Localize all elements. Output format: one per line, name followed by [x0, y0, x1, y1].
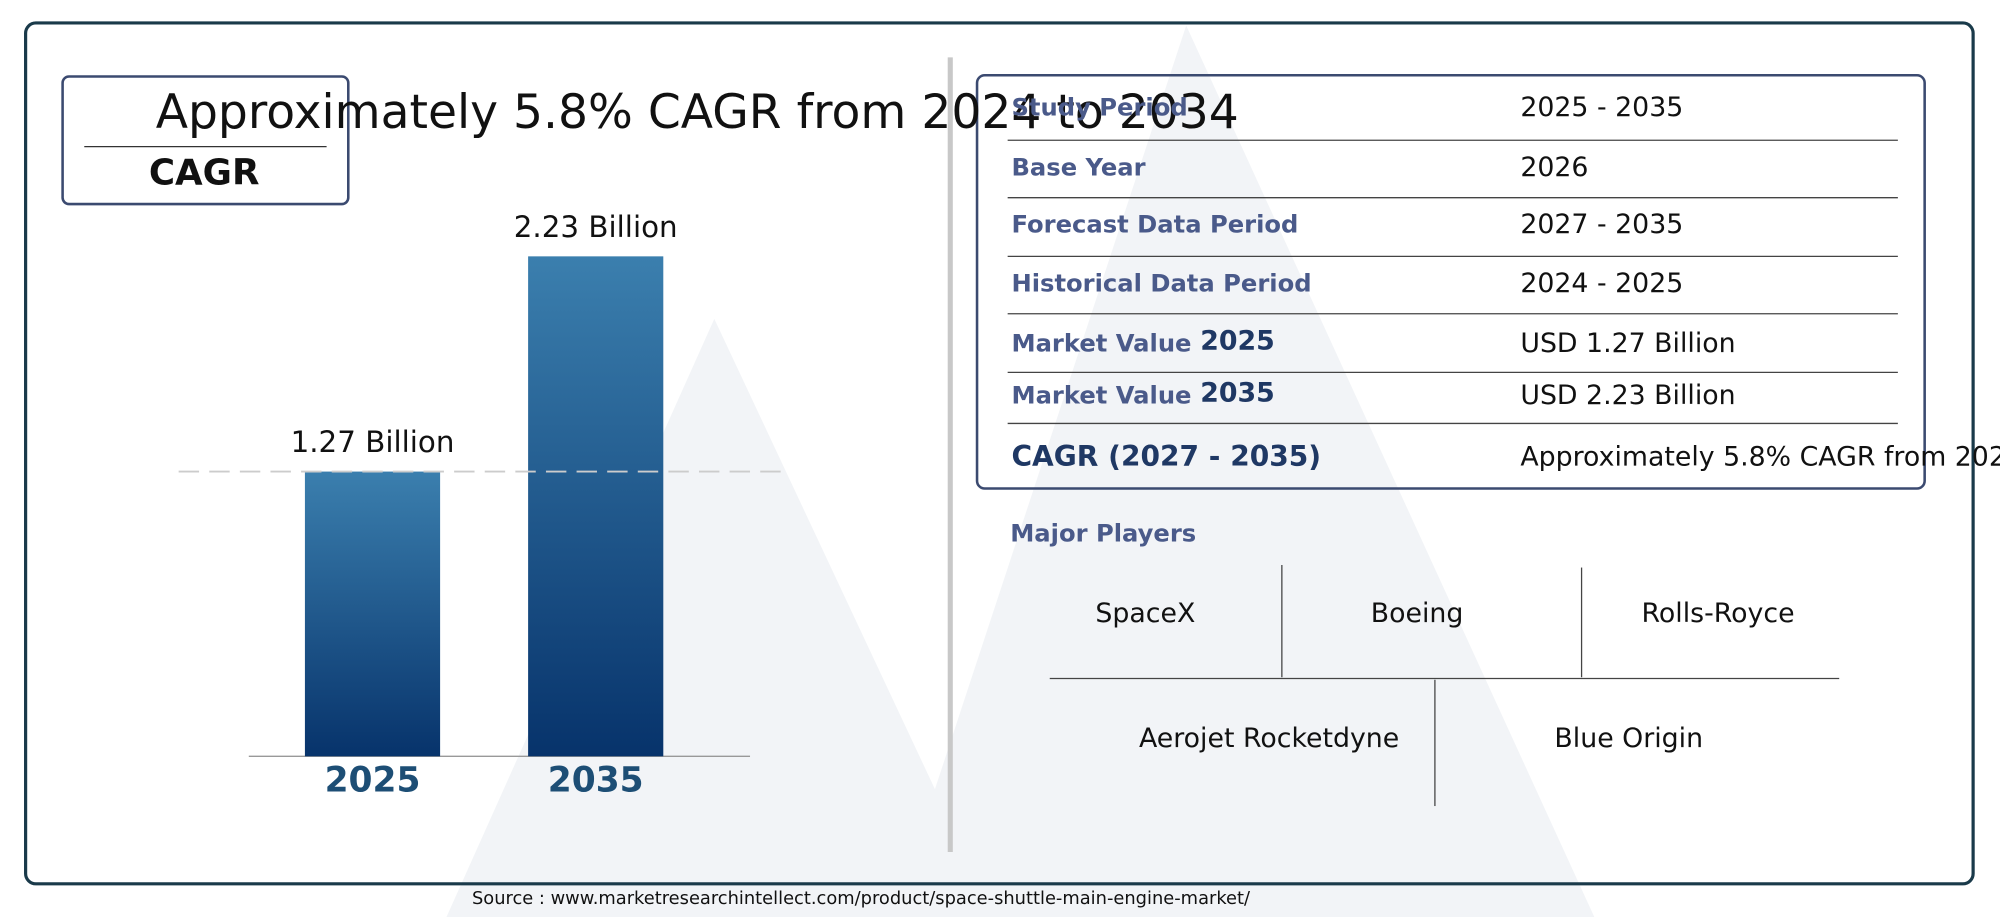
cagr-label: CAGR — [149, 153, 260, 194]
row-value: 2025 - 2035 — [1520, 92, 1683, 123]
row-value: USD 1.27 Billion — [1520, 328, 1735, 359]
player-name: Aerojet Rocketdyne — [1139, 723, 1399, 754]
value-label: 2.23 Billion — [514, 210, 678, 244]
row-label: Market Value — [1011, 329, 1191, 357]
players-title: Major Players — [1010, 519, 1196, 547]
player-name: Rolls-Royce — [1642, 598, 1795, 629]
watermark — [892, 25, 1595, 917]
value-label: 1.27 Billion — [291, 425, 455, 459]
cagr-text: Approximately 5.8% CAGR from 2024 to 203… — [156, 85, 1239, 140]
row-label: Forecast Data Period — [1011, 211, 1298, 239]
row-value: 2026 — [1520, 152, 1588, 183]
row-value: 2024 - 2025 — [1520, 268, 1683, 299]
row-label: Base Year — [1011, 153, 1145, 181]
row-label: CAGR (2027 - 2035) — [1011, 440, 1321, 473]
bar — [304, 471, 441, 757]
cagr-box — [61, 75, 350, 206]
player-name: Blue Origin — [1554, 723, 1703, 754]
row-label: Historical Data Period — [1011, 269, 1311, 297]
row-label: Study Period — [1011, 93, 1187, 121]
row-value: USD 2.23 Billion — [1520, 380, 1735, 411]
source: Source : www.marketresearchintellect.com… — [472, 888, 1251, 909]
frame — [24, 21, 1975, 886]
row-year: 2035 — [1200, 378, 1275, 409]
row-label: Market Value — [1011, 382, 1191, 410]
x-tick-label: 2035 — [548, 760, 644, 800]
row-value: 2027 - 2035 — [1520, 209, 1683, 240]
table-box — [975, 73, 1926, 490]
row-year: 2025 — [1200, 325, 1275, 356]
row-value: Approximately 5.8% CAGR from 2024 to 203… — [1520, 441, 2000, 472]
bar — [528, 256, 664, 757]
player-name: Boeing — [1371, 598, 1464, 629]
watermark — [446, 318, 995, 917]
x-tick-label: 2025 — [325, 760, 421, 800]
player-name: SpaceX — [1095, 598, 1195, 629]
